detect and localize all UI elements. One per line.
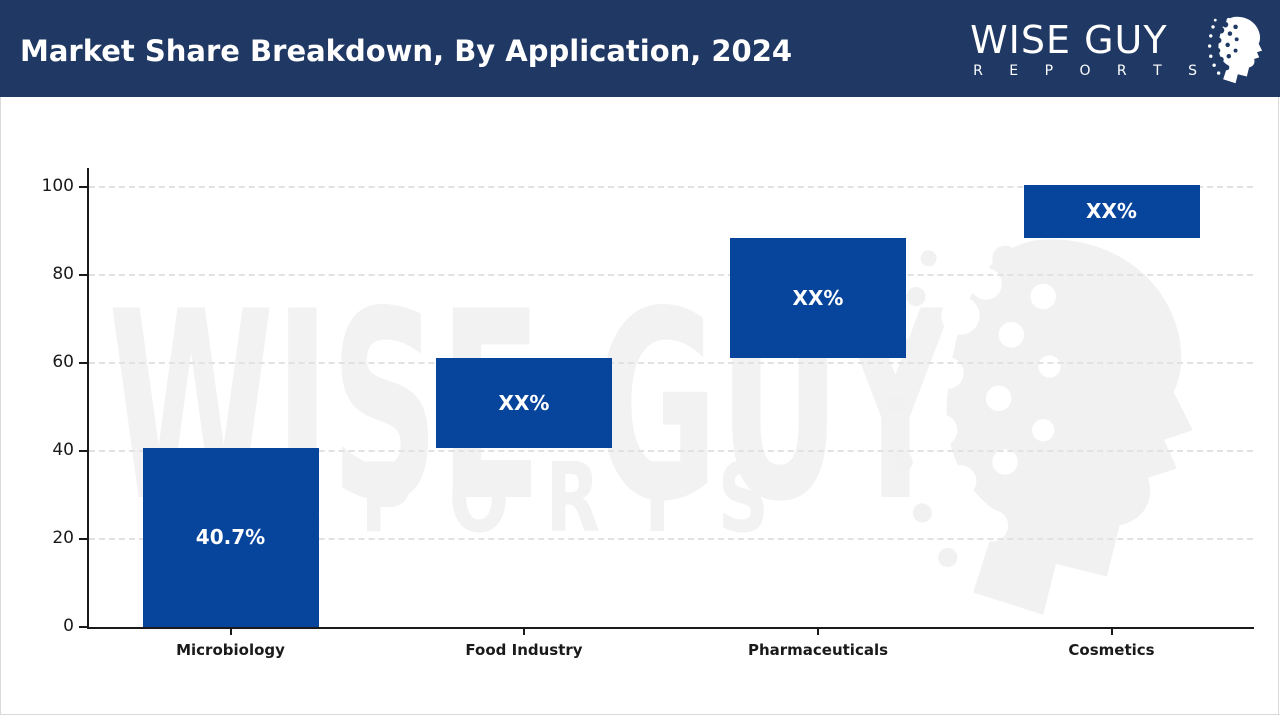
x-tick-microbiology bbox=[229, 629, 232, 635]
bar-value-label-cosmetics: XX% bbox=[1086, 199, 1137, 224]
y-tick-0 bbox=[79, 626, 88, 628]
brand-logo-text: WISE GUY R E P O R T S bbox=[970, 21, 1208, 79]
y-tick-100 bbox=[79, 186, 88, 188]
frame-border-left bbox=[0, 97, 1, 715]
y-tick-label-100: 100 bbox=[41, 176, 74, 196]
x-category-label-microbiology: Microbiology bbox=[176, 641, 285, 659]
x-tick-pharmaceuticals bbox=[817, 629, 819, 635]
y-tick-label-60: 60 bbox=[52, 352, 74, 372]
x-category-label-cosmetics: Cosmetics bbox=[1068, 641, 1155, 659]
frame-border-right bbox=[1278, 97, 1279, 715]
x-category-label-food-industry: Food Industry bbox=[465, 641, 583, 659]
wise-guy-head-icon bbox=[1207, 16, 1263, 84]
y-tick-label-80: 80 bbox=[52, 264, 74, 284]
bar-value-label-food-industry: XX% bbox=[498, 391, 550, 416]
x-tick-cosmetics bbox=[1110, 629, 1113, 635]
bar-food-industry: XX% bbox=[436, 358, 612, 448]
header-band: Market Share Breakdown, By Application, … bbox=[0, 0, 1280, 97]
x-category-label-pharmaceuticals: Pharmaceuticals bbox=[747, 641, 889, 659]
frame-border-bottom bbox=[0, 714, 1280, 715]
x-axis-line bbox=[87, 627, 1254, 629]
bar-microbiology: 40.7% bbox=[142, 447, 319, 627]
y-tick-label-40: 40 bbox=[52, 440, 74, 460]
y-tick-60 bbox=[79, 362, 88, 364]
y-axis-line bbox=[87, 168, 89, 629]
y-tick-40 bbox=[79, 450, 88, 452]
page-title: Market Share Breakdown, By Application, … bbox=[20, 34, 793, 68]
gridline-60 bbox=[89, 362, 1253, 364]
bar-cosmetics: XX% bbox=[1023, 184, 1200, 239]
y-tick-label-20: 20 bbox=[52, 528, 74, 548]
bar-value-label-pharmaceuticals: XX% bbox=[792, 286, 844, 311]
gridline-40 bbox=[89, 450, 1253, 452]
gridline-80 bbox=[89, 274, 1253, 276]
brand-logo: WISE GUY R E P O R T S bbox=[970, 6, 1266, 94]
bar-pharmaceuticals: XX% bbox=[730, 238, 906, 359]
gridline-100 bbox=[89, 186, 1253, 188]
bar-value-label-microbiology: 40.7% bbox=[195, 525, 266, 550]
gridline-20 bbox=[89, 538, 1253, 540]
brand-name: WISE GUY bbox=[970, 18, 1168, 62]
y-tick-80 bbox=[79, 274, 88, 276]
brand-subtitle: R E P O R T S bbox=[973, 63, 1208, 79]
y-tick-20 bbox=[79, 538, 88, 540]
x-tick-food-industry bbox=[523, 629, 525, 635]
y-tick-label-0: 0 bbox=[63, 616, 74, 636]
